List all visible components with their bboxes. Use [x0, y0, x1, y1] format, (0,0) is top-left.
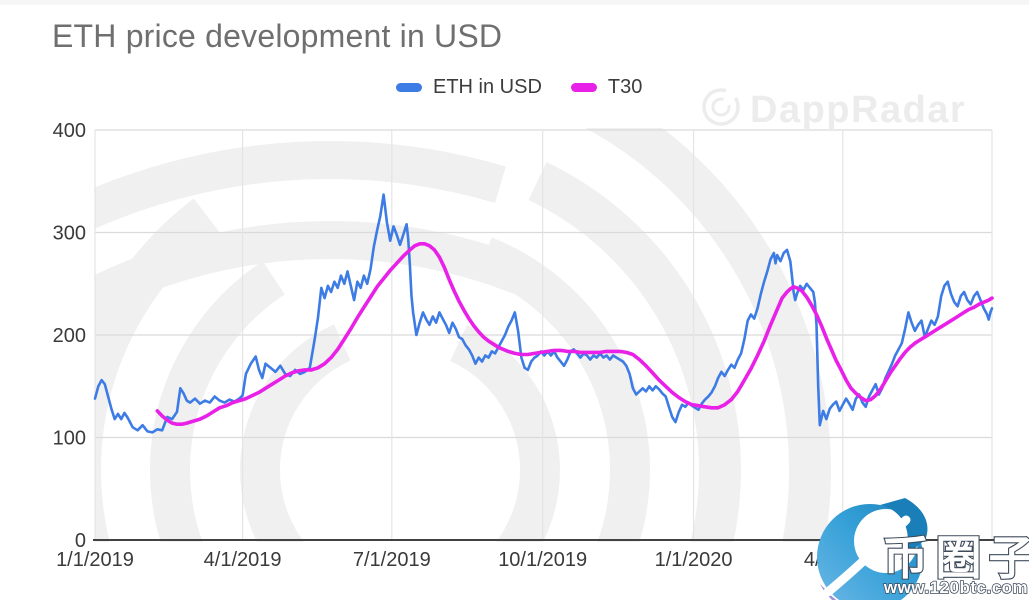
- y-tick-label: 300: [53, 223, 86, 245]
- legend-swatch-eth: [396, 83, 422, 92]
- legend-swatch-t30: [570, 83, 597, 92]
- y-tick-label: 100: [53, 428, 86, 450]
- top-edge-strip: [0, 0, 1029, 5]
- y-tick-label: 400: [53, 120, 86, 142]
- gridlines: [94, 129, 993, 540]
- x-tick-label: 1/1/2019: [56, 549, 134, 571]
- background-spiral-watermark: [95, 128, 910, 542]
- axis-labels: 0 100 200 300 400 1/1/2019 4/1/2019 7/1/2019 10/…: [53, 120, 882, 571]
- x-tick-label: 4/1/2019: [204, 549, 282, 571]
- dappradar-watermark-text: DappRadar: [750, 89, 966, 131]
- y-tick-label: 200: [53, 325, 86, 347]
- chart-legend: ETH in USD T30: [396, 76, 671, 99]
- legend-label-eth: ETH in USD: [433, 76, 542, 98]
- series-lines: [93, 193, 994, 434]
- coin-site-watermark: 币圈子 www.120btc.com: [817, 498, 1029, 600]
- x-tick-label: 10/1/2019: [498, 549, 587, 571]
- dappradar-logo-icon: [702, 88, 740, 126]
- x-tick-label: 1/1/2020: [655, 549, 733, 571]
- coin-site-name-text: 币圈子: [883, 532, 1029, 584]
- dappradar-watermark: DappRadar: [702, 88, 966, 131]
- coin-site-url-text: www.120btc.com: [883, 578, 1028, 597]
- legend-label-t30: T30: [607, 76, 643, 98]
- chart-title: ETH price development in USD: [52, 18, 503, 54]
- coin-site-logo: [817, 498, 928, 600]
- x-tick-label: 7/1/2019: [353, 549, 431, 571]
- y-tick-label: 0: [75, 530, 86, 552]
- series-line-t30: [155, 242, 994, 427]
